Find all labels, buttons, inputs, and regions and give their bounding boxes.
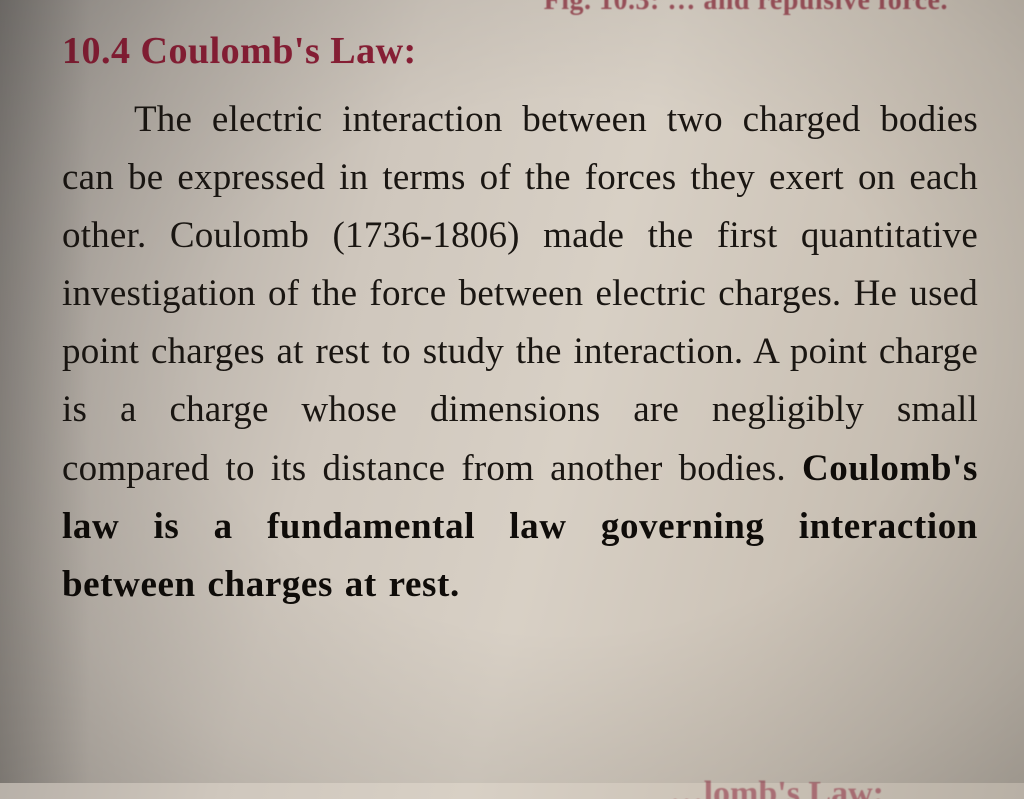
textbook-page: Fig. 10.3: … and repulsive force. 10.4 C… — [0, 0, 1024, 783]
section-title: Coulomb's Law: — [141, 30, 417, 72]
cropped-previous-line: Fig. 10.3: … and repulsive force. — [62, 0, 978, 18]
body-regular: The electric interaction between two cha… — [62, 99, 978, 488]
section-body: The electric interaction between two cha… — [62, 91, 978, 614]
cropped-next-heading: …lomb's Law: — [670, 775, 884, 799]
section-heading: 10.4 Coulomb's Law: — [62, 28, 978, 76]
section-number: 10.4 — [62, 30, 131, 72]
